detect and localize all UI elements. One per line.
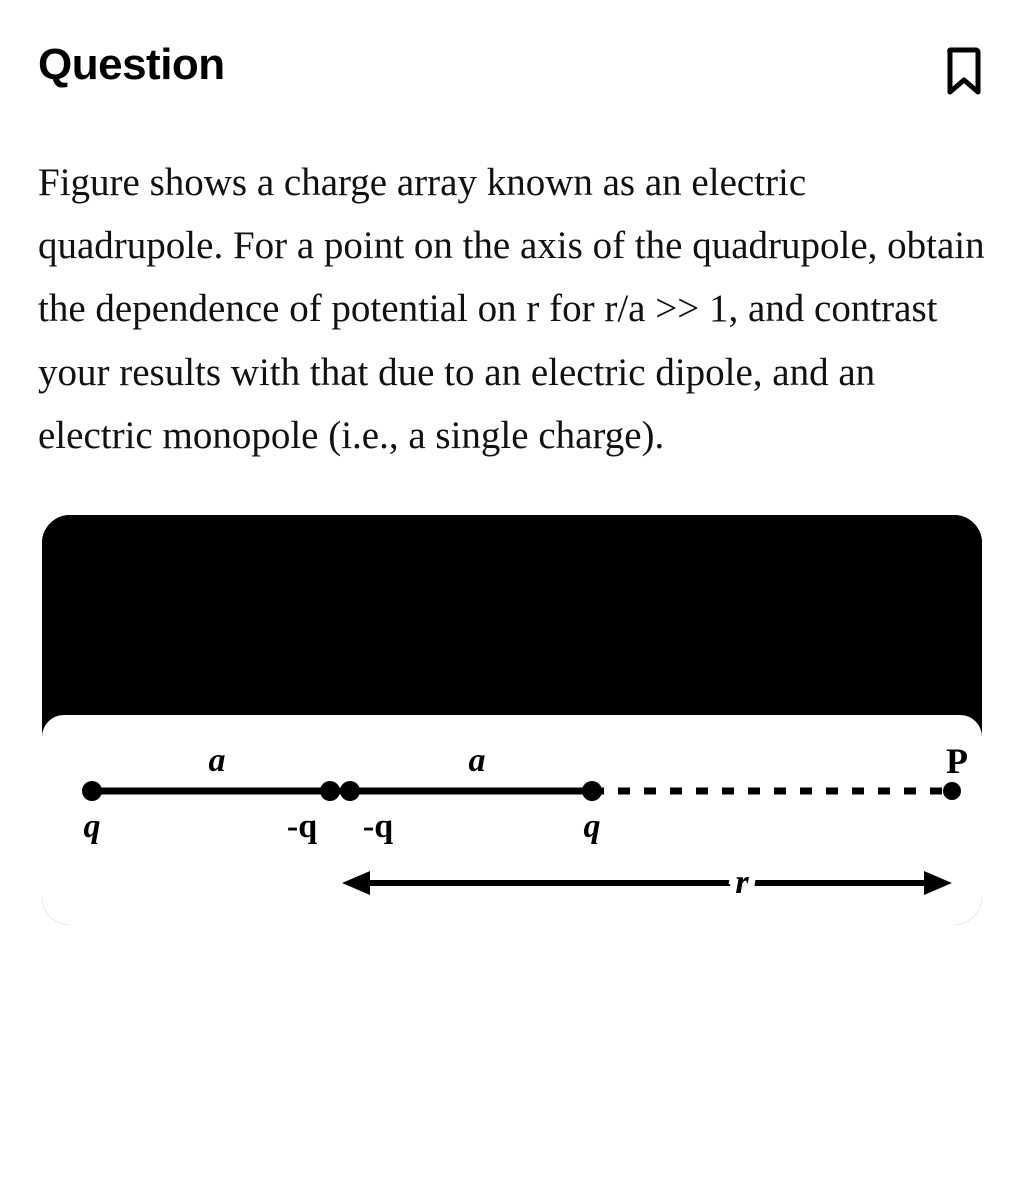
label-a1: a [209,742,226,779]
question-body: Figure shows a charge array known as an … [38,151,986,467]
r-arrow-right [924,871,952,895]
charge-minus-q-2 [340,781,360,801]
quadrupole-diagram: a a P q -q -q q r r [52,733,972,925]
label-q-right: q [584,808,601,845]
charge-minus-q-1 [320,781,340,801]
label-p: P [946,741,968,781]
figure-inner: a a P q -q -q q r r [42,715,982,925]
charge-q-right [582,781,602,801]
label-minus-q-2: -q [363,808,393,845]
charge-q-left [82,781,102,801]
label-minus-q-1: -q [287,808,317,845]
figure-black-band [42,515,982,715]
label-q-left: q [84,808,101,845]
r-arrow-left [342,871,370,895]
page-title: Question [38,40,225,90]
label-a2: a [469,742,486,779]
page: Question Figure shows a charge array kno… [0,0,1024,925]
label-r: r [735,864,749,901]
bookmark-icon[interactable] [942,46,986,103]
header-row: Question [38,40,986,103]
point-p [943,782,961,800]
figure-card: a a P q -q -q q r r [42,515,982,925]
